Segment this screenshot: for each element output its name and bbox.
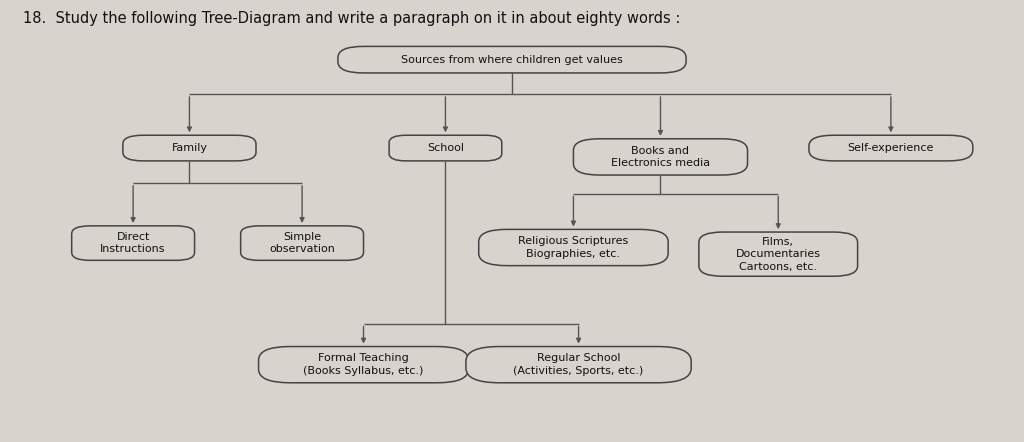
Text: Sources from where children get values: Sources from where children get values xyxy=(401,55,623,65)
Text: Simple
observation: Simple observation xyxy=(269,232,335,254)
FancyBboxPatch shape xyxy=(241,226,364,260)
Text: Books and
Electronics media: Books and Electronics media xyxy=(611,146,710,168)
Text: Films,
Documentaries
Cartoons, etc.: Films, Documentaries Cartoons, etc. xyxy=(735,237,821,271)
Text: 18.  Study the following Tree-Diagram and write a paragraph on it in about eight: 18. Study the following Tree-Diagram and… xyxy=(23,11,680,26)
Text: Formal Teaching
(Books Syllabus, etc.): Formal Teaching (Books Syllabus, etc.) xyxy=(303,354,424,376)
Text: School: School xyxy=(427,143,464,153)
Text: Regular School
(Activities, Sports, etc.): Regular School (Activities, Sports, etc.… xyxy=(513,354,644,376)
FancyBboxPatch shape xyxy=(466,347,691,383)
FancyBboxPatch shape xyxy=(123,135,256,161)
Text: Self-experience: Self-experience xyxy=(848,143,934,153)
FancyBboxPatch shape xyxy=(809,135,973,161)
FancyBboxPatch shape xyxy=(258,347,469,383)
Text: Religious Scriptures
Biographies, etc.: Religious Scriptures Biographies, etc. xyxy=(518,236,629,259)
FancyBboxPatch shape xyxy=(573,139,748,175)
FancyBboxPatch shape xyxy=(338,46,686,73)
Text: Direct
Instructions: Direct Instructions xyxy=(100,232,166,254)
FancyBboxPatch shape xyxy=(72,226,195,260)
FancyBboxPatch shape xyxy=(698,232,858,276)
Text: Family: Family xyxy=(171,143,208,153)
FancyBboxPatch shape xyxy=(389,135,502,161)
FancyBboxPatch shape xyxy=(479,229,669,266)
